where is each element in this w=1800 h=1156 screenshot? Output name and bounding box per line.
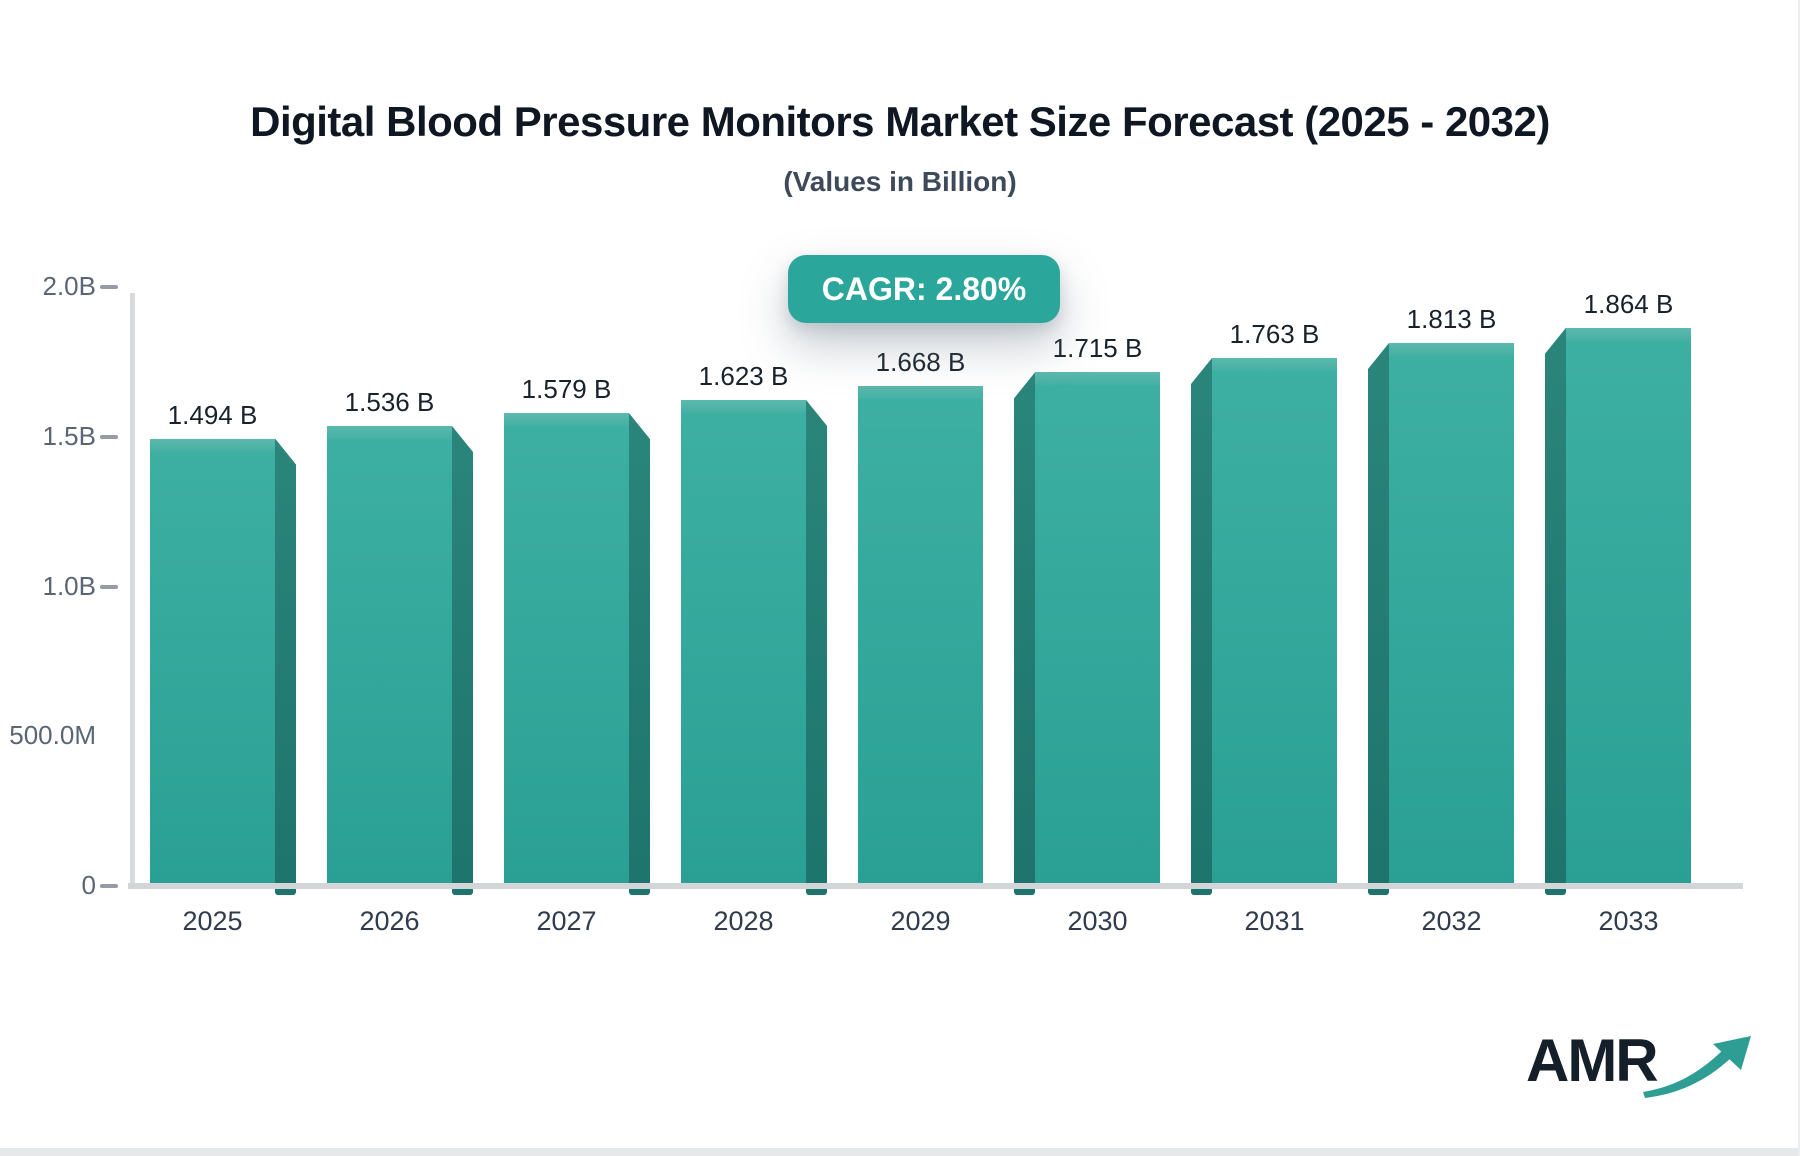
bar-value-label: 1.494 B (167, 399, 258, 430)
x-tick-label: 2033 (1598, 906, 1659, 936)
bar-value-label: 1.668 B (875, 347, 966, 378)
bottom-strip (0, 1148, 1798, 1156)
bar (1212, 357, 1337, 889)
x-tick-label: 2027 (536, 906, 597, 936)
bar-top-face (1035, 372, 1160, 386)
bar-side-face (1191, 357, 1212, 895)
bar-side-face (452, 425, 473, 895)
x-tick-label: 2025 (182, 906, 243, 936)
growth-arrow-icon (1642, 1036, 1751, 1098)
y-tick-dash (100, 285, 118, 289)
bar-side-face (275, 438, 296, 895)
bar-side-face (629, 413, 650, 895)
bar-top-face (1389, 343, 1514, 356)
bar-top-face (1566, 327, 1691, 341)
y-tick-label: 0 (81, 870, 96, 900)
x-tick-label: 2028 (713, 906, 774, 936)
bar (327, 425, 452, 889)
chart-subtitle: (Values in Billion) (783, 166, 1017, 197)
x-tick-label: 2031 (1244, 906, 1305, 936)
y-tick-dash (100, 584, 118, 589)
x-tick-label: 2029 (890, 906, 951, 936)
bar (1035, 372, 1160, 889)
y-tick-label: 1.0B (42, 570, 97, 601)
bar (1566, 327, 1691, 889)
y-tick-label: 2.0B (42, 271, 97, 301)
x-tick-label: 2032 (1421, 906, 1482, 936)
x-tick-label: 2030 (1067, 906, 1128, 936)
bar-top-face (681, 399, 806, 413)
x-tick-label: 2026 (359, 906, 420, 936)
y-tick-dash (100, 434, 118, 439)
bar-value-label: 1.536 B (344, 386, 435, 417)
bar (681, 399, 806, 889)
bar-value-label: 1.623 B (698, 360, 789, 391)
bar-top-face (504, 413, 629, 427)
bar (1389, 343, 1514, 889)
chart-title: Digital Blood Pressure Monitors Market S… (250, 98, 1550, 145)
bar-side-face (806, 399, 827, 895)
y-tick-label: 500.0M (9, 720, 96, 751)
bar-side-face (1014, 372, 1035, 895)
bar (858, 386, 983, 889)
y-tick-dash (100, 884, 118, 888)
bar-value-label: 1.813 B (1406, 304, 1497, 334)
bar-top-face (858, 386, 983, 400)
y-tick-label: 1.5B (42, 420, 97, 451)
bar-top-face (150, 438, 275, 452)
cagr-badge: CAGR: 2.80% (788, 255, 1060, 323)
bar-value-label: 1.864 B (1583, 288, 1674, 319)
bar-value-label: 1.715 B (1052, 333, 1143, 364)
bar-side-face (1545, 327, 1566, 895)
bar-value-label: 1.579 B (521, 374, 612, 405)
logo: AMR (1526, 1028, 1763, 1102)
bar-top-face (327, 425, 452, 439)
bar-side-face (1368, 343, 1389, 895)
bar-value-label: 1.763 B (1229, 318, 1320, 349)
bar (504, 413, 629, 889)
x-axis-line (128, 883, 1743, 889)
bar-top-face (1212, 357, 1337, 371)
bar (150, 438, 275, 889)
y-axis-line (130, 293, 135, 889)
logo-text: AMR (1526, 1027, 1659, 1094)
